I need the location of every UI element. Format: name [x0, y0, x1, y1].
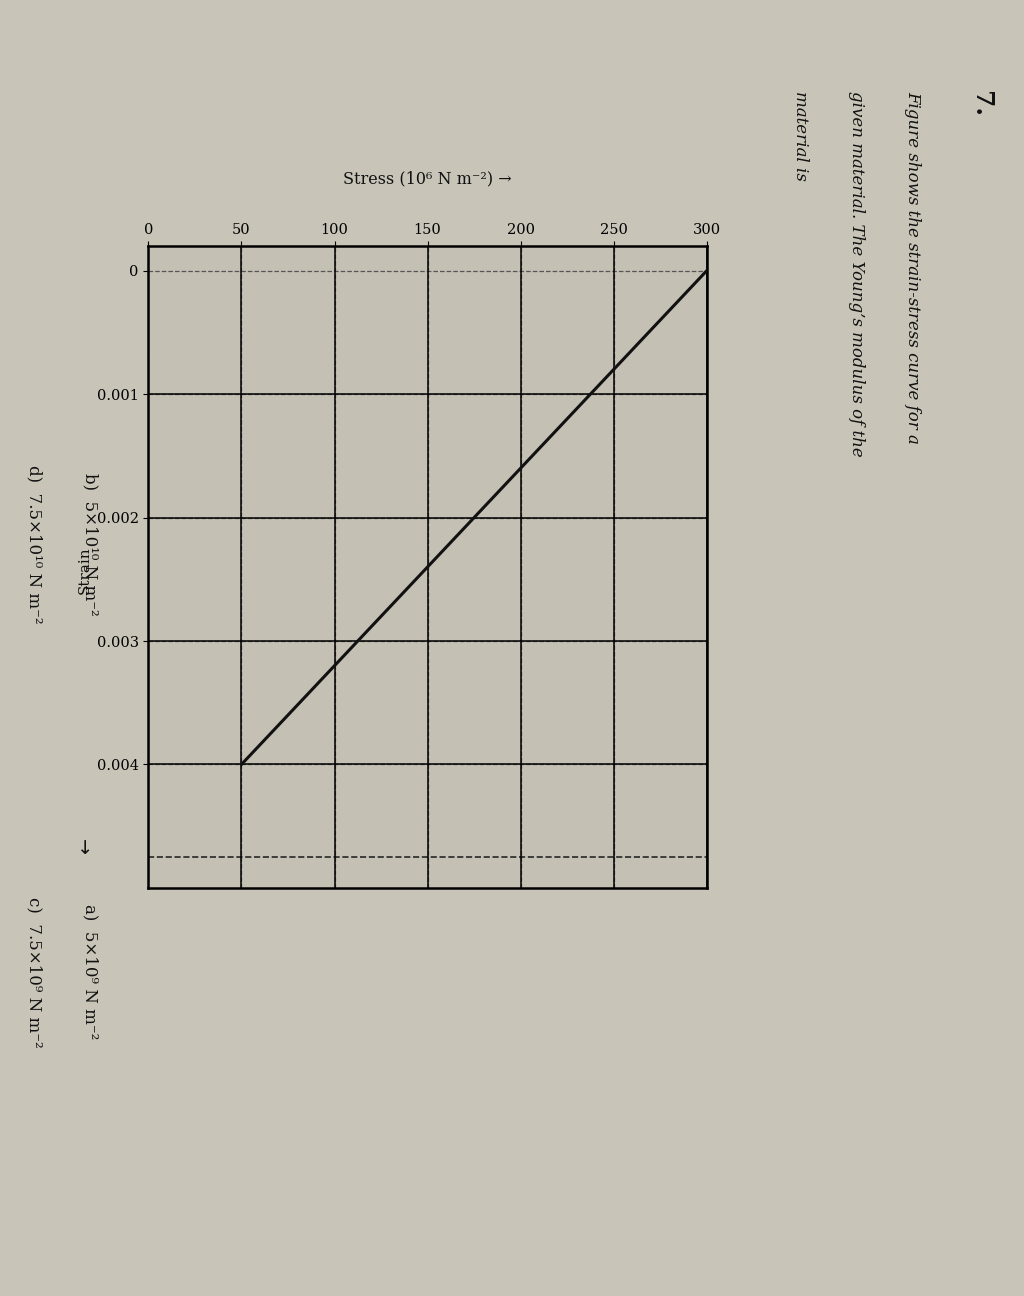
Text: ↓: ↓ — [77, 840, 93, 858]
Text: given material. The Young’s modulus of the: given material. The Young’s modulus of t… — [848, 91, 865, 456]
Text: c)  7.5×10⁹ N m⁻²: c) 7.5×10⁹ N m⁻² — [26, 897, 43, 1047]
Text: Figure shows the strain-stress curve for a: Figure shows the strain-stress curve for… — [904, 91, 922, 443]
Text: a)  5×10⁹ N m⁻²: a) 5×10⁹ N m⁻² — [82, 905, 99, 1039]
X-axis label: Stress (10⁶ N m⁻²) →: Stress (10⁶ N m⁻²) → — [343, 171, 512, 188]
Text: Strain: Strain — [78, 547, 92, 594]
Text: b)  5×10¹⁰ N m⁻²: b) 5×10¹⁰ N m⁻² — [82, 473, 99, 616]
Text: material is: material is — [792, 91, 809, 180]
Text: 7.: 7. — [970, 91, 993, 117]
Text: d)  7.5×10¹⁰ N m⁻²: d) 7.5×10¹⁰ N m⁻² — [26, 465, 43, 623]
